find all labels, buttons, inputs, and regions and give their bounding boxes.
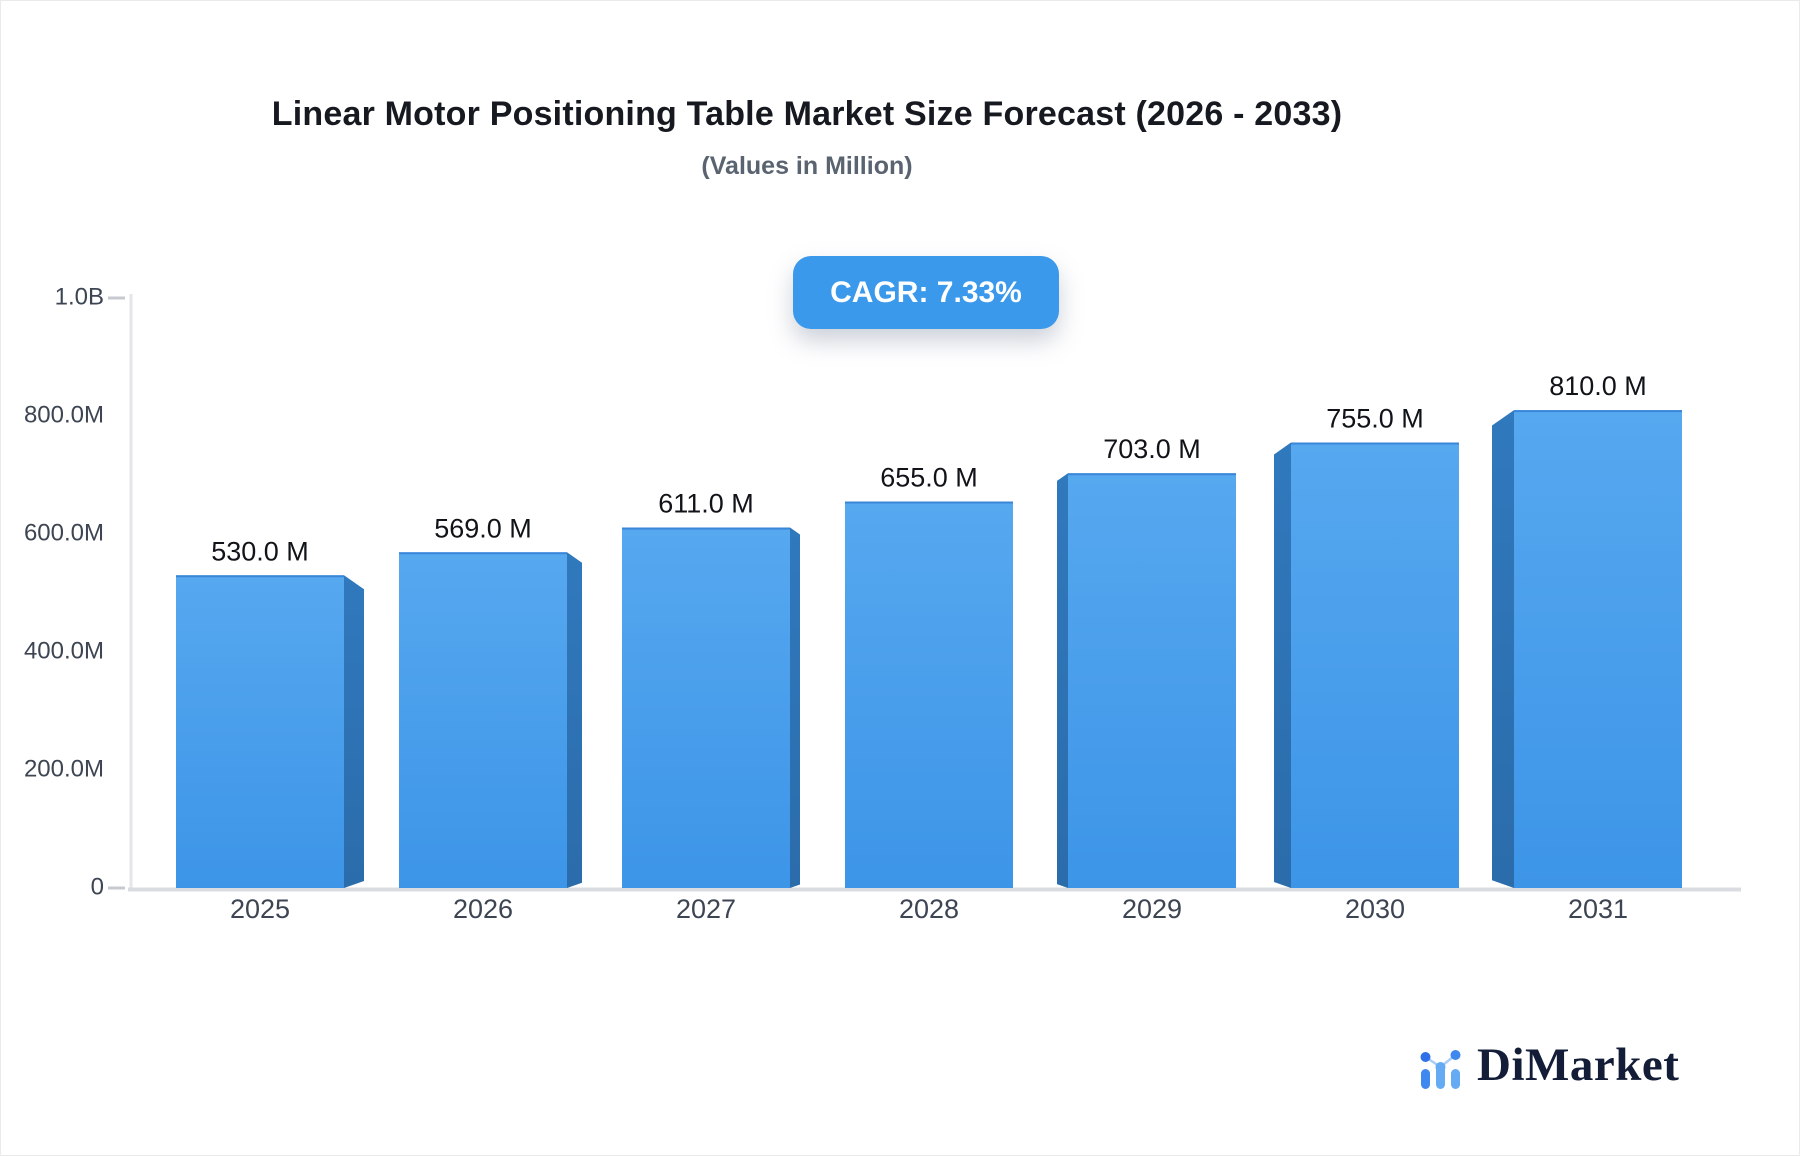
y-tick-label: 800.0M bbox=[24, 401, 104, 428]
bar-side-face bbox=[567, 552, 582, 888]
x-category-label: 2029 bbox=[1122, 894, 1182, 924]
dimarket-logo-icon bbox=[1420, 1050, 1461, 1089]
y-tick-label: 600.0M bbox=[24, 519, 104, 546]
y-tick-label: 0 bbox=[91, 873, 104, 900]
bar-side-face bbox=[1492, 410, 1514, 888]
y-tick-label: 400.0M bbox=[24, 637, 104, 664]
axis-layer: 0 200.0M 400.0M 600.0M 800.0M 1.0B bbox=[24, 283, 1741, 900]
bar-side-face bbox=[790, 527, 800, 888]
bar-value-label: 530.0 M bbox=[211, 536, 309, 566]
logo-dot-middle bbox=[1435, 1062, 1446, 1072]
bar-side-face bbox=[1057, 473, 1068, 888]
bar-value-label: 755.0 M bbox=[1326, 404, 1424, 434]
logo-dot-right bbox=[1450, 1050, 1461, 1060]
cagr-badge: CAGR: 7.33% bbox=[793, 256, 1059, 329]
y-tick-label: 1.0B bbox=[55, 283, 104, 310]
bar-group bbox=[622, 527, 800, 888]
bar-front-face bbox=[399, 552, 567, 888]
bar-group bbox=[845, 501, 1013, 888]
bar-front-face bbox=[1514, 410, 1682, 888]
bar-front-face bbox=[622, 527, 790, 888]
y-tick-label: 200.0M bbox=[24, 755, 104, 782]
x-category-label: 2030 bbox=[1345, 894, 1405, 924]
bar-front-face bbox=[1291, 442, 1459, 888]
bar-front-face bbox=[176, 575, 344, 888]
label-layer: 530.0 M 2025 569.0 M 2026 611.0 M 2027 655.0 M… bbox=[211, 371, 1647, 924]
bar-front-face bbox=[845, 501, 1013, 888]
logo-bar-left bbox=[1421, 1069, 1430, 1089]
bar-value-label: 569.0 M bbox=[434, 513, 532, 543]
chart-subtitle: (Values in Million) bbox=[701, 152, 913, 180]
bar-front-face bbox=[1068, 473, 1236, 888]
logo-bar-right bbox=[1451, 1069, 1460, 1089]
bar-value-label: 655.0 M bbox=[880, 463, 978, 493]
x-category-label: 2026 bbox=[453, 894, 513, 924]
x-category-label: 2028 bbox=[899, 894, 959, 924]
chart-header: Linear Motor Positioning Table Market Si… bbox=[1, 95, 1613, 181]
bar-group bbox=[1057, 473, 1236, 888]
bar-group bbox=[176, 575, 364, 888]
bar-group bbox=[1274, 442, 1459, 888]
chart-title: Linear Motor Positioning Table Market Si… bbox=[271, 95, 1343, 133]
bar-value-label: 703.0 M bbox=[1103, 434, 1201, 464]
bar-side-face bbox=[344, 575, 364, 888]
bar-value-label: 611.0 M bbox=[658, 489, 754, 519]
brand-name: DiMarket bbox=[1477, 1039, 1680, 1091]
x-category-label: 2031 bbox=[1568, 894, 1628, 924]
dimarket-logo: DiMarket bbox=[1419, 1037, 1679, 1089]
bar-group bbox=[1492, 410, 1682, 888]
bar-side-face bbox=[1274, 442, 1291, 888]
x-category-label: 2025 bbox=[230, 894, 290, 924]
bar-value-label: 810.0 M bbox=[1549, 371, 1647, 401]
bar-group bbox=[399, 552, 582, 888]
bar-series bbox=[176, 410, 1682, 888]
logo-dot-left bbox=[1420, 1052, 1431, 1062]
x-category-label: 2027 bbox=[676, 894, 736, 924]
